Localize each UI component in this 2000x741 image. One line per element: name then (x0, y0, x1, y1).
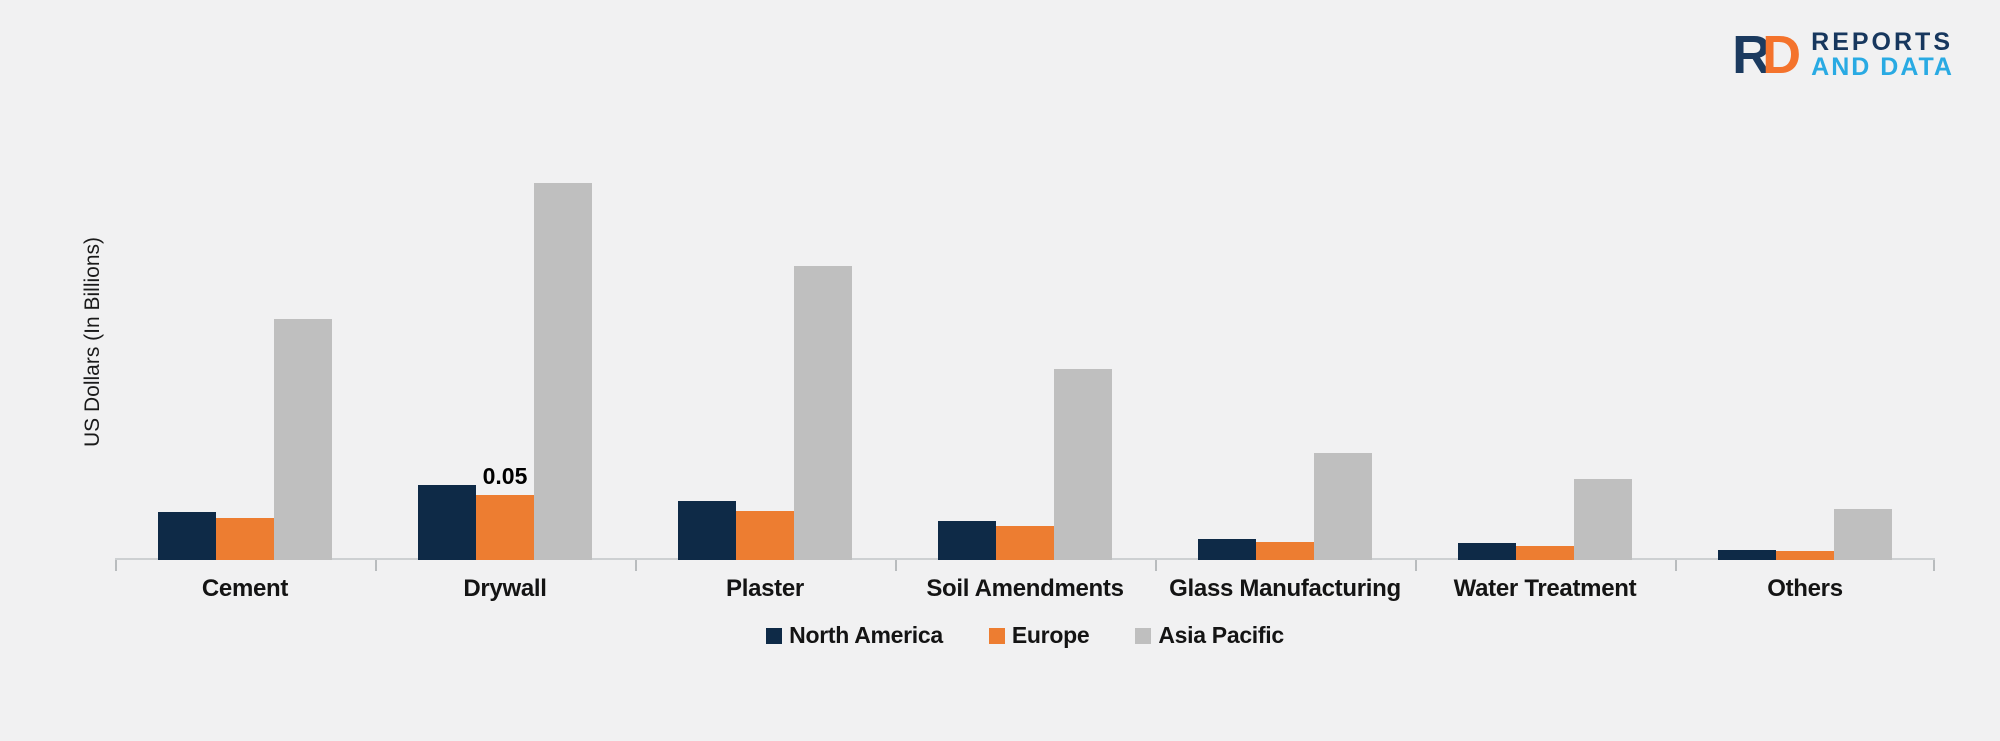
category-label-water-treatment: Water Treatment (1453, 575, 1637, 602)
chart-legend: North America Europe Asia Pacific (115, 622, 1935, 649)
category-label-drywall: Drywall (463, 575, 547, 602)
bar-asia-pacific-others (1834, 509, 1892, 560)
x-axis-tick (895, 560, 897, 571)
logo-rd-mark-icon: R D (1732, 28, 1801, 82)
bar-group-water-treatment (1415, 140, 1675, 560)
bar-group-glass-manufacturing (1155, 140, 1415, 560)
bar-group-others (1675, 140, 1935, 560)
legend-item-europe: Europe (988, 622, 1090, 649)
legend-swatch-north-america-icon (766, 627, 783, 644)
x-axis-tick (1155, 560, 1157, 571)
bar-europe-water-treatment (1516, 546, 1574, 560)
bar-europe-soil-amendments (996, 526, 1054, 560)
bar-north-america-soil-amendments (938, 521, 996, 560)
category-label-glass-manufacturing: Glass Manufacturing (1169, 575, 1401, 602)
bar-asia-pacific-plaster (794, 266, 852, 560)
x-axis-tick (1415, 560, 1417, 571)
bar-north-america-glass-manufacturing (1198, 539, 1256, 560)
bar-group-cement (115, 140, 375, 560)
bar-asia-pacific-glass-manufacturing (1314, 453, 1372, 560)
x-axis-tick (115, 560, 117, 571)
category-label-others: Others (1767, 575, 1843, 602)
bar-north-america-others (1718, 550, 1776, 560)
category-label-soil-amendments: Soil Amendments (926, 575, 1124, 602)
bar-asia-pacific-cement (274, 319, 332, 560)
legend-item-north-america: North America (766, 622, 943, 649)
category-label-plaster: Plaster (726, 575, 804, 602)
bar-asia-pacific-soil-amendments (1054, 369, 1112, 560)
logo-wordmark: REPORTS AND DATA (1811, 30, 1954, 80)
legend-item-asia-pacific: Asia Pacific (1135, 622, 1284, 649)
logo-letter-d: D (1762, 25, 1802, 85)
legend-label-north-america: North America (789, 622, 943, 648)
bar-group-plaster (635, 140, 895, 560)
reports-and-data-logo: R D REPORTS AND DATA (1732, 28, 1954, 82)
bar-europe-cement (216, 518, 274, 560)
bar-group-drywall: 0.05 (375, 140, 635, 560)
bar-asia-pacific-water-treatment (1574, 479, 1632, 560)
x-axis-tick (375, 560, 377, 571)
bar-north-america-water-treatment (1458, 543, 1516, 560)
x-axis-tick (1675, 560, 1677, 571)
logo-text-reports: REPORTS (1811, 28, 1954, 56)
bar-europe-drywall: 0.05 (476, 463, 534, 560)
bar-europe-plaster (736, 511, 794, 560)
bar-group-soil-amendments (895, 140, 1155, 560)
bar-europe-others (1776, 551, 1834, 560)
bar-north-america-plaster (678, 501, 736, 560)
logo-text-and-data: AND DATA (1811, 53, 1954, 81)
bar-north-america-drywall (418, 485, 476, 560)
x-axis-tick (635, 560, 637, 571)
x-axis-category-labels: Cement Drywall Plaster Soil Amendments Glass… (115, 575, 1935, 605)
legend-label-europe: Europe (1011, 622, 1090, 648)
legend-swatch-asia-pacific-icon (1135, 627, 1152, 644)
bar-asia-pacific-drywall (534, 183, 592, 560)
logo-letter-r: R (1732, 25, 1771, 85)
bar-north-america-cement (158, 512, 216, 560)
bar-europe-glass-manufacturing (1256, 542, 1314, 560)
category-label-cement: Cement (201, 575, 289, 602)
legend-label-asia-pacific: Asia Pacific (1158, 622, 1284, 648)
y-axis-label: US Dollars (In Billions) (81, 236, 104, 448)
legend-swatch-europe-icon (988, 627, 1005, 644)
data-label-europe-drywall: 0.05 (482, 463, 528, 489)
plot-area: 0.05 (115, 140, 1935, 571)
x-axis-tick (1933, 560, 1935, 571)
